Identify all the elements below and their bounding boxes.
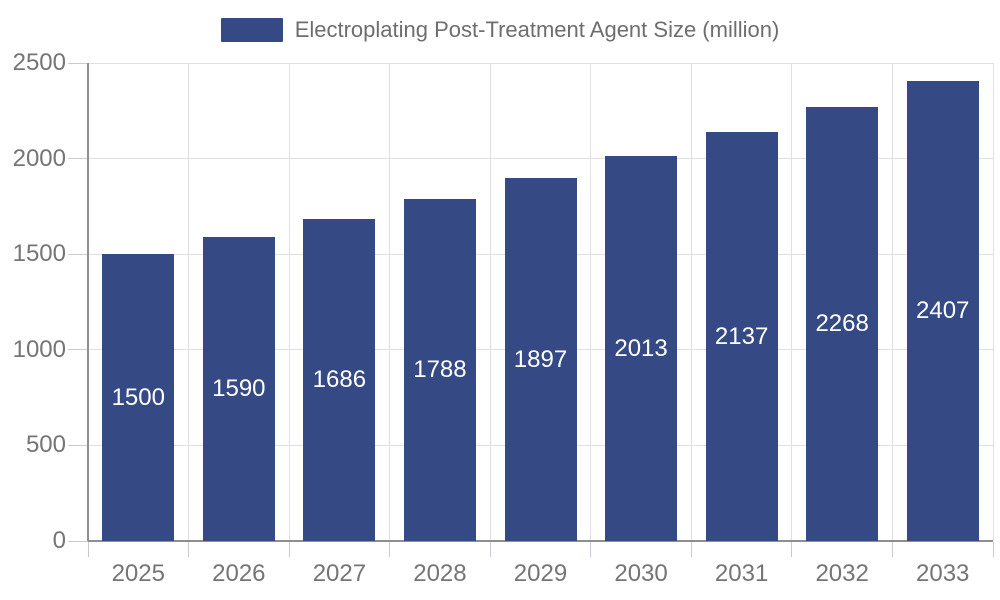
- bar-2033[interactable]: [906, 80, 979, 541]
- legend-label: Electroplating Post-Treatment Agent Size…: [294, 17, 780, 42]
- bar-2029[interactable]: [504, 178, 577, 541]
- x-axis-tick: [188, 542, 190, 557]
- bar-2030[interactable]: [605, 156, 678, 541]
- y-axis-label: 1500: [12, 240, 66, 268]
- x-axis-label: 2032: [815, 560, 869, 587]
- x-gridline: [992, 63, 994, 541]
- x-axis-tick: [590, 542, 592, 557]
- y-axis-label: 1000: [12, 335, 66, 363]
- y-axis-label: 2500: [12, 49, 66, 76]
- x-axis-line: [88, 540, 993, 542]
- y-axis-line: [87, 63, 89, 541]
- y-axis-tick: [68, 540, 88, 542]
- x-axis-label: 2031: [714, 560, 769, 587]
- bar-value-label: 1686: [312, 365, 367, 393]
- bar-2028[interactable]: [403, 199, 476, 541]
- x-axis-label: 2033: [916, 560, 970, 587]
- x-axis-label: 2025: [111, 560, 165, 587]
- bar-value-label: 1590: [212, 374, 266, 402]
- x-axis-tick: [690, 542, 692, 557]
- legend-swatch-icon: [220, 18, 283, 42]
- bar-value-label: 2137: [714, 322, 769, 350]
- bar-value-label: 1500: [111, 383, 165, 411]
- x-axis-tick: [791, 542, 793, 557]
- x-axis-tick: [288, 542, 290, 557]
- bar-value-label: 1788: [413, 356, 467, 384]
- y-gridline: [88, 158, 993, 160]
- bar-2032[interactable]: [806, 107, 879, 541]
- y-axis-tick: [68, 158, 88, 160]
- bar-value-label: 2407: [916, 296, 970, 324]
- y-axis-tick: [68, 349, 88, 351]
- x-gridline: [791, 63, 793, 541]
- x-gridline: [389, 63, 391, 541]
- y-gridline: [88, 62, 993, 64]
- x-gridline: [188, 63, 190, 541]
- y-axis-tick: [68, 253, 88, 255]
- x-axis-tick: [87, 542, 89, 557]
- y-axis-tick: [68, 62, 88, 64]
- bar-2031[interactable]: [705, 132, 778, 541]
- bar-value-label: 1897: [513, 345, 568, 373]
- x-gridline: [590, 63, 592, 541]
- x-gridline: [489, 63, 491, 541]
- x-axis-label: 2026: [212, 560, 266, 587]
- x-axis-tick: [891, 542, 893, 557]
- x-axis-label: 2029: [513, 560, 568, 587]
- x-axis-label: 2030: [614, 560, 668, 587]
- y-axis-tick: [68, 444, 88, 446]
- x-gridline: [891, 63, 893, 541]
- legend-item[interactable]: Electroplating Post-Treatment Agent Size…: [0, 16, 1000, 44]
- x-axis-tick: [489, 542, 491, 557]
- x-axis-tick: [992, 542, 994, 557]
- x-axis-label: 2028: [413, 560, 467, 587]
- bar-2026[interactable]: [202, 236, 275, 541]
- bar-2025[interactable]: [102, 254, 175, 541]
- bar-2027[interactable]: [303, 218, 376, 541]
- y-axis-label: 500: [25, 431, 66, 459]
- bar-value-label: 2268: [815, 310, 869, 338]
- y-axis-label: 0: [52, 527, 66, 554]
- y-axis-label: 2000: [12, 144, 66, 172]
- bar-value-label: 2013: [614, 334, 668, 362]
- x-gridline: [288, 63, 290, 541]
- x-gridline: [690, 63, 692, 541]
- x-axis-label: 2027: [312, 560, 367, 587]
- x-axis-tick: [389, 542, 391, 557]
